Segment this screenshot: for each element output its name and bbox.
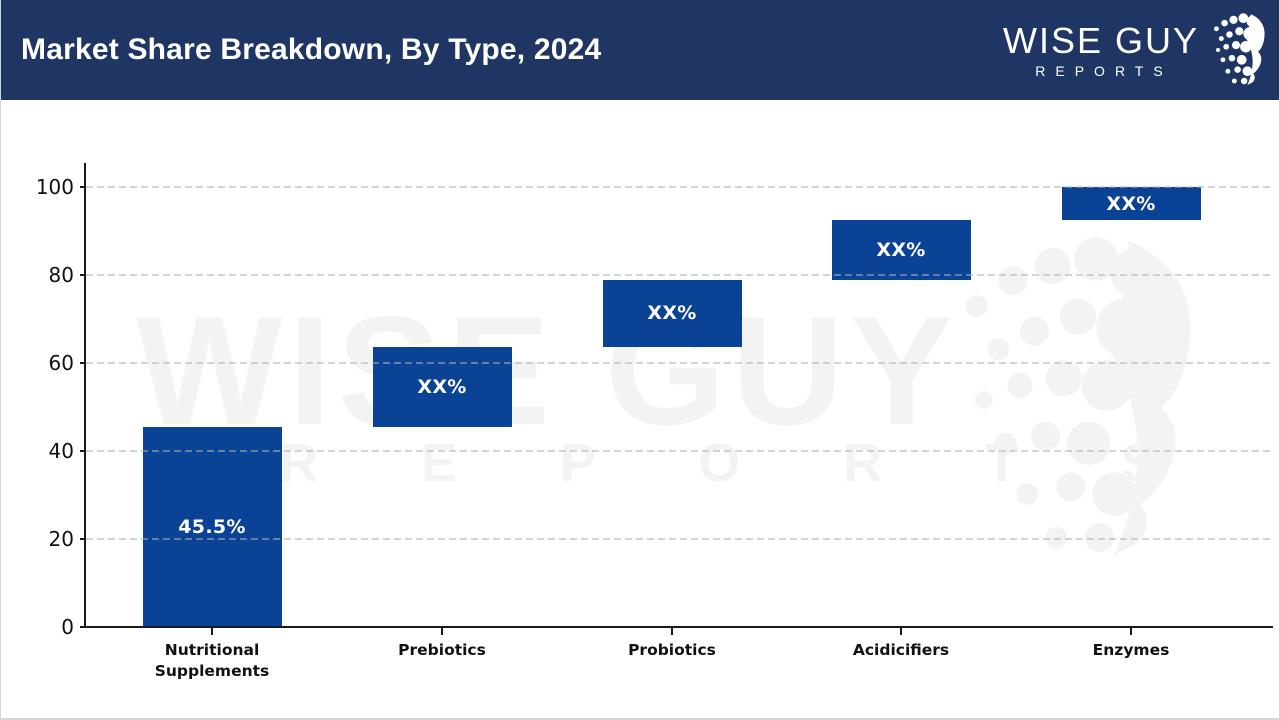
y-tick-mark-40 <box>80 450 86 452</box>
x-tick-mark-4 <box>900 628 902 635</box>
x-axis-line <box>84 626 1273 628</box>
gridline-y100 <box>86 186 1273 188</box>
y-tick-mark-20 <box>80 538 86 540</box>
y-axis-line <box>84 163 86 628</box>
y-tick-mark-100 <box>80 186 86 188</box>
y-tick-label: 100 <box>35 175 74 199</box>
bar-value-label: XX% <box>417 375 467 398</box>
brand-name: WISE GUY <box>1002 19 1199 61</box>
brand-logo: WISE GUY REPORTS <box>1003 8 1267 92</box>
bar-1: 45.5% <box>142 426 282 627</box>
dotted-face-logo-icon <box>1205 8 1267 92</box>
header-bar: Market Share Breakdown, By Type, 2024 WI… <box>1 0 1279 100</box>
brand-logo-text: WISE GUY REPORTS <box>1002 19 1199 79</box>
bar-value-label: XX% <box>1106 192 1156 215</box>
x-category-label: Prebiotics <box>398 641 486 659</box>
bar-value-label: XX% <box>647 302 697 325</box>
y-tick-label: 80 <box>48 263 74 287</box>
y-tick-label: 20 <box>48 527 74 551</box>
bar-value-label: 45.5% <box>178 515 246 538</box>
bar-2: XX% <box>372 347 512 427</box>
bar-4: XX% <box>831 220 971 280</box>
x-tick-mark-3 <box>671 628 673 635</box>
x-category-label: Nutritional Supplements <box>154 641 270 680</box>
y-tick-label: 60 <box>48 351 74 375</box>
y-tick-label: 0 <box>61 615 74 639</box>
page-title: Market Share Breakdown, By Type, 2024 <box>21 33 602 66</box>
bar-5: XX% <box>1061 187 1201 220</box>
y-tick-mark-60 <box>80 362 86 364</box>
gridline-y40 <box>86 450 1273 452</box>
x-category-label: Acidicifiers <box>852 641 950 659</box>
y-tick-label: 40 <box>48 439 74 463</box>
x-category-label: Probiotics <box>628 641 716 659</box>
y-tick-mark-80 <box>80 274 86 276</box>
x-tick-mark-5 <box>1130 628 1132 635</box>
brand-subname: REPORTS <box>1035 62 1173 79</box>
bar-value-label: XX% <box>876 238 926 261</box>
x-category-label: Enzymes <box>1092 641 1170 659</box>
x-tick-mark-2 <box>441 628 443 635</box>
gridline-y20 <box>86 538 1273 540</box>
y-tick-mark-0 <box>80 626 86 628</box>
bar-3: XX% <box>602 279 742 348</box>
gridline-y60 <box>86 362 1273 364</box>
gridline-y80 <box>86 274 1273 276</box>
x-tick-mark-1 <box>211 628 213 635</box>
